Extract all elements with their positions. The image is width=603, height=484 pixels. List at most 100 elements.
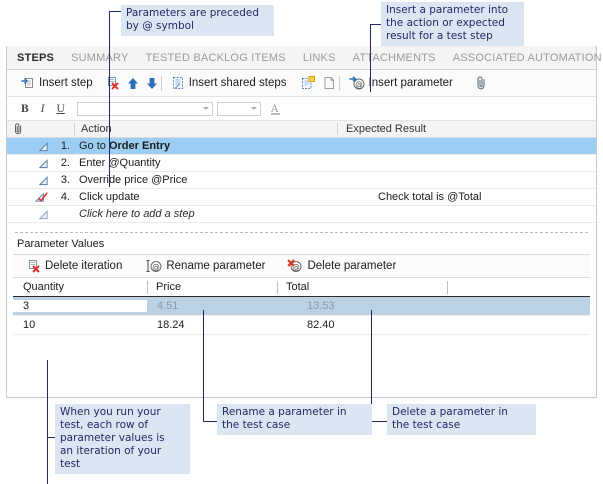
parameter-values-header: Quantity Price Total [13, 278, 590, 297]
tab-steps[interactable]: STEPS [17, 51, 55, 64]
callout-iteration-info: When you run your test, each row of para… [55, 404, 190, 474]
insert-step-icon [21, 76, 35, 90]
callout-leader-iteration-stub [47, 437, 56, 438]
row-number: 4. [60, 191, 70, 203]
table-row[interactable]: 3. Override price @Price [7, 172, 596, 189]
steps-toolbar: Insert step [7, 70, 596, 97]
row-action-bold-text: Order Entry [108, 140, 171, 152]
action-column-header: Action [74, 123, 337, 135]
svg-text:@: @ [355, 80, 363, 89]
callout-leader-insert-parameter-stub [370, 24, 382, 25]
paperclip-icon [13, 123, 24, 135]
chevron-down-icon [250, 107, 257, 110]
font-family-select[interactable] [76, 101, 213, 116]
bold-button[interactable]: B [21, 102, 29, 115]
row-action[interactable]: Go to Order Entry [73, 140, 336, 152]
toolbar-separator-2 [338, 75, 340, 91]
tab-strip: STEPS SUMMARY TESTED BACKLOG ITEMS LINKS… [7, 46, 602, 70]
table-row[interactable]: 1. Go to Order Entry [7, 138, 596, 155]
step-icon [29, 141, 51, 152]
column-header-blank [447, 280, 590, 294]
paperclip-icon[interactable] [475, 76, 488, 90]
format-toolbar: B I U A [7, 97, 596, 121]
cell-price[interactable]: 18.24 [157, 319, 185, 331]
delete-iteration-label: Delete iteration [45, 260, 123, 272]
delete-step-icon[interactable] [106, 76, 120, 90]
italic-button[interactable]: I [40, 102, 45, 115]
row-number: 1. [60, 140, 70, 152]
step-icon [29, 175, 51, 186]
toolbar-separator-1 [160, 75, 162, 91]
delete-parameter-icon: @ [287, 259, 303, 273]
insert-parameter-icon: @ [349, 76, 365, 90]
insert-step-button[interactable]: Insert step [21, 76, 93, 90]
table-row[interactable]: 4. Click update Check total is @Total [7, 189, 596, 206]
delete-iteration-icon [27, 259, 41, 273]
step-icon [29, 209, 51, 220]
row-number: 3. [60, 174, 70, 186]
create-shared-steps-icon[interactable] [301, 76, 315, 90]
tab-associated-automation[interactable]: ASSOCIATED AUTOMATION [452, 51, 602, 64]
tab-tested-backlog-items[interactable]: TESTED BACKLOG ITEMS [145, 51, 286, 64]
callout-leader-parameters-stub [109, 11, 122, 12]
underline-button[interactable]: U [56, 102, 65, 115]
callout-rename-parameter-info: Rename a parameter in the test case [217, 404, 372, 435]
cell-price[interactable]: 4.51 [157, 300, 179, 312]
column-header-quantity[interactable]: Quantity [23, 281, 64, 293]
move-up-arrow-icon[interactable] [127, 77, 139, 90]
font-color-icon[interactable]: A [269, 102, 283, 116]
rename-parameter-label: Rename parameter [166, 260, 266, 272]
rename-parameter-icon: @ [144, 259, 162, 273]
cell-quantity[interactable]: 3 [13, 300, 147, 312]
row-number: 2. [60, 157, 70, 169]
cell-quantity[interactable]: 10 [23, 319, 36, 331]
callout-insert-parameter-info: Insert a parameter into the action or ex… [381, 2, 524, 46]
column-header-price[interactable]: Price [147, 280, 277, 294]
row-action[interactable]: Override price @Price [79, 174, 188, 186]
cell-total[interactable]: 13.53 [307, 300, 335, 312]
delete-parameter-button[interactable]: @ Delete parameter [287, 259, 396, 273]
step-validate-icon [29, 191, 51, 203]
parameter-values-title: Parameter Values [17, 238, 105, 250]
delete-iteration-button[interactable]: Delete iteration [27, 259, 122, 273]
parameter-values-grid: Quantity Price Total 3 4.51 13.53 10 18.… [13, 278, 590, 335]
tab-summary[interactable]: SUMMARY [71, 51, 129, 64]
row-action-text: Go to [79, 140, 109, 152]
callout-leader-iteration [47, 360, 48, 484]
column-header-total[interactable]: Total [277, 280, 447, 294]
callout-leader-parameters [109, 11, 110, 187]
callout-leader-rename-parameter [203, 310, 204, 421]
font-size-select[interactable] [216, 101, 261, 116]
table-row[interactable]: 2. Enter @Quantity [7, 155, 596, 172]
add-step-placeholder-text[interactable]: Click here to add a step [79, 208, 195, 220]
table-row[interactable]: 3 4.51 13.53 [13, 297, 590, 316]
attachment-column-header [7, 123, 29, 135]
cell-total[interactable]: 82.40 [307, 319, 335, 331]
insert-step-label: Insert step [39, 77, 93, 89]
table-row[interactable]: 10 18.24 82.40 [13, 316, 590, 335]
rename-parameter-button[interactable]: @ Rename parameter [144, 259, 265, 273]
delete-parameter-label: Delete parameter [307, 260, 397, 272]
add-step-row[interactable]: Click here to add a step [7, 206, 596, 223]
callout-delete-parameter-info: Delete a parameter in the test case [387, 404, 536, 435]
tab-links[interactable]: LINKS [302, 51, 336, 64]
svg-text:A: A [270, 104, 279, 115]
section-divider [15, 232, 588, 233]
open-shared-steps-icon[interactable] [322, 76, 336, 90]
callout-leader-insert-parameter [370, 24, 371, 92]
tab-attachments[interactable]: ATTACHMENTS [352, 51, 436, 64]
expected-result-column-header: Expected Result [337, 123, 596, 135]
move-down-arrow-icon[interactable] [146, 77, 158, 90]
callout-leader-delete-parameter [371, 310, 372, 421]
parameter-values-toolbar: Delete iteration @ Rename parameter @ [13, 254, 590, 278]
svg-text:@: @ [293, 263, 301, 272]
test-case-panel: STEPS SUMMARY TESTED BACKLOG ITEMS LINKS… [6, 46, 602, 398]
insert-shared-steps-button[interactable]: Insert shared steps [171, 76, 287, 90]
row-action[interactable]: Enter @Quantity [79, 157, 161, 169]
row-action[interactable]: Click update [79, 191, 140, 203]
insert-parameter-button[interactable]: @ Insert parameter [349, 76, 453, 90]
row-expected-result[interactable]: Check total is @Total [378, 191, 482, 203]
insert-parameter-label: Insert parameter [368, 77, 453, 89]
insert-shared-steps-icon [171, 76, 185, 90]
chevron-down-icon [202, 107, 209, 110]
